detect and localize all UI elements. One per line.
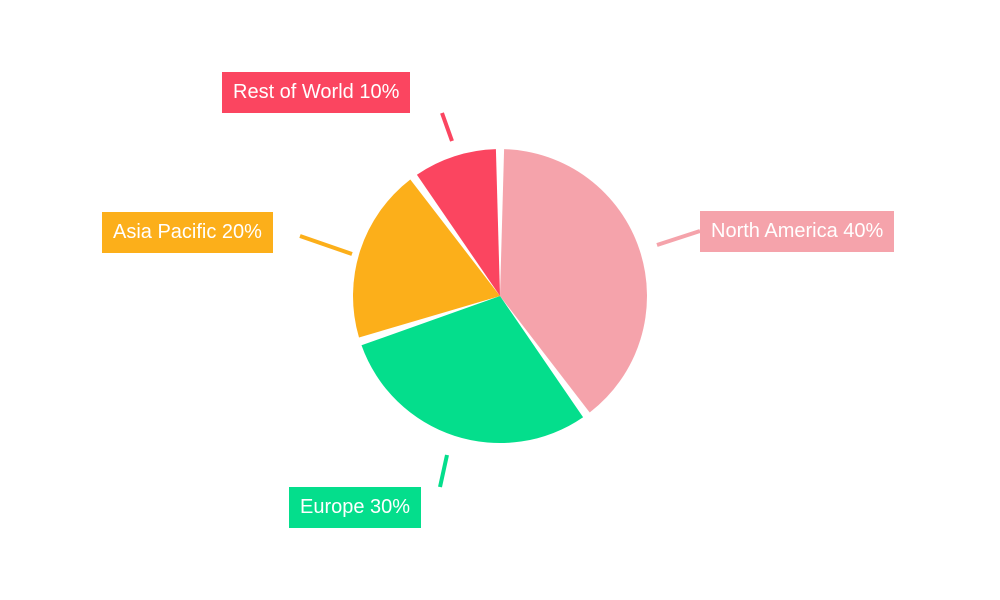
pie-label-asia-pacific[interactable]: Asia Pacific 20% bbox=[102, 212, 273, 253]
pie-slice-europe[interactable] bbox=[361, 296, 584, 444]
pie-label-asia-pacific-text: Asia Pacific 20% bbox=[113, 221, 262, 243]
pie-slices bbox=[353, 149, 647, 444]
leader-line-rest-of-world bbox=[440, 112, 454, 142]
pie-label-rest-of-world-text: Rest of World 10% bbox=[233, 81, 400, 103]
pie-label-europe-text: Europe 30% bbox=[300, 496, 411, 518]
pie-label-rest-of-world[interactable]: Rest of World 10% bbox=[222, 72, 411, 113]
leader-line-north-america bbox=[656, 229, 701, 247]
pie-label-north-america[interactable]: North America 40% bbox=[700, 211, 895, 252]
pie-slice-north-america[interactable] bbox=[500, 149, 647, 413]
pie-label-europe[interactable]: Europe 30% bbox=[289, 487, 422, 528]
leader-lines bbox=[299, 112, 701, 488]
pie-label-north-america-text: North America 40% bbox=[711, 220, 884, 242]
pie-slice-asia-pacific[interactable] bbox=[353, 179, 500, 338]
leader-line-asia-pacific bbox=[299, 234, 353, 256]
pie-slice-rest-of-world[interactable] bbox=[416, 149, 500, 296]
leader-line-europe bbox=[438, 454, 449, 488]
